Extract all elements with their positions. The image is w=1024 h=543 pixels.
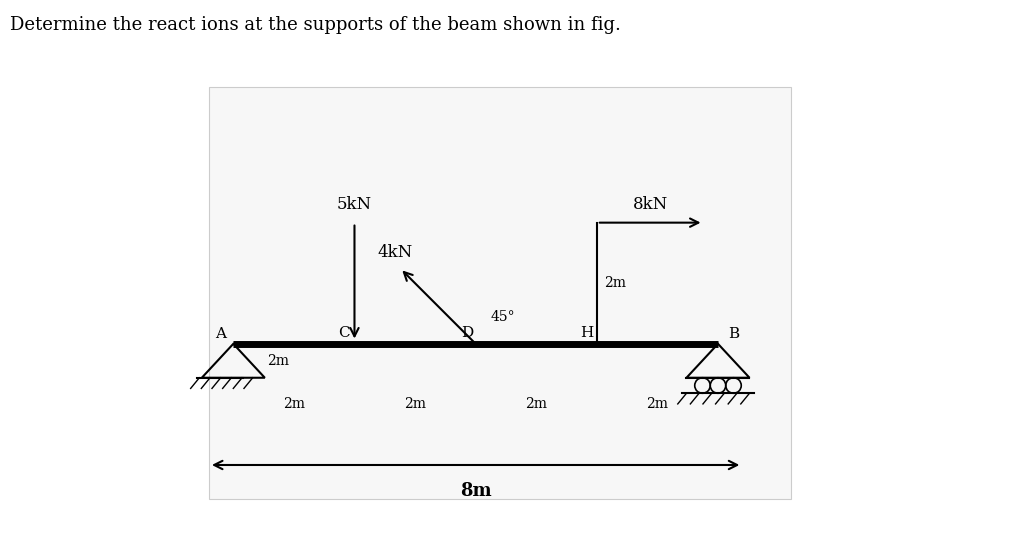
Text: Determine the react ions at the supports of the beam shown in fig.: Determine the react ions at the supports… (10, 16, 622, 34)
Text: 2m: 2m (525, 397, 547, 411)
Text: 8m: 8m (460, 482, 492, 500)
Text: 2m: 2m (283, 397, 305, 411)
Text: B: B (728, 327, 738, 342)
Text: 2m: 2m (267, 354, 289, 368)
FancyBboxPatch shape (209, 87, 791, 499)
Text: 2m: 2m (404, 397, 426, 411)
Text: A: A (215, 327, 226, 342)
Text: 2m: 2m (604, 276, 626, 291)
Text: 4kN: 4kN (378, 244, 413, 261)
Text: 8kN: 8kN (633, 196, 668, 213)
Text: 5kN: 5kN (337, 196, 372, 213)
Text: 45°: 45° (490, 310, 515, 324)
Text: D: D (461, 326, 473, 340)
Text: H: H (580, 326, 593, 340)
Text: C: C (338, 326, 349, 340)
Text: 2m: 2m (646, 397, 669, 411)
